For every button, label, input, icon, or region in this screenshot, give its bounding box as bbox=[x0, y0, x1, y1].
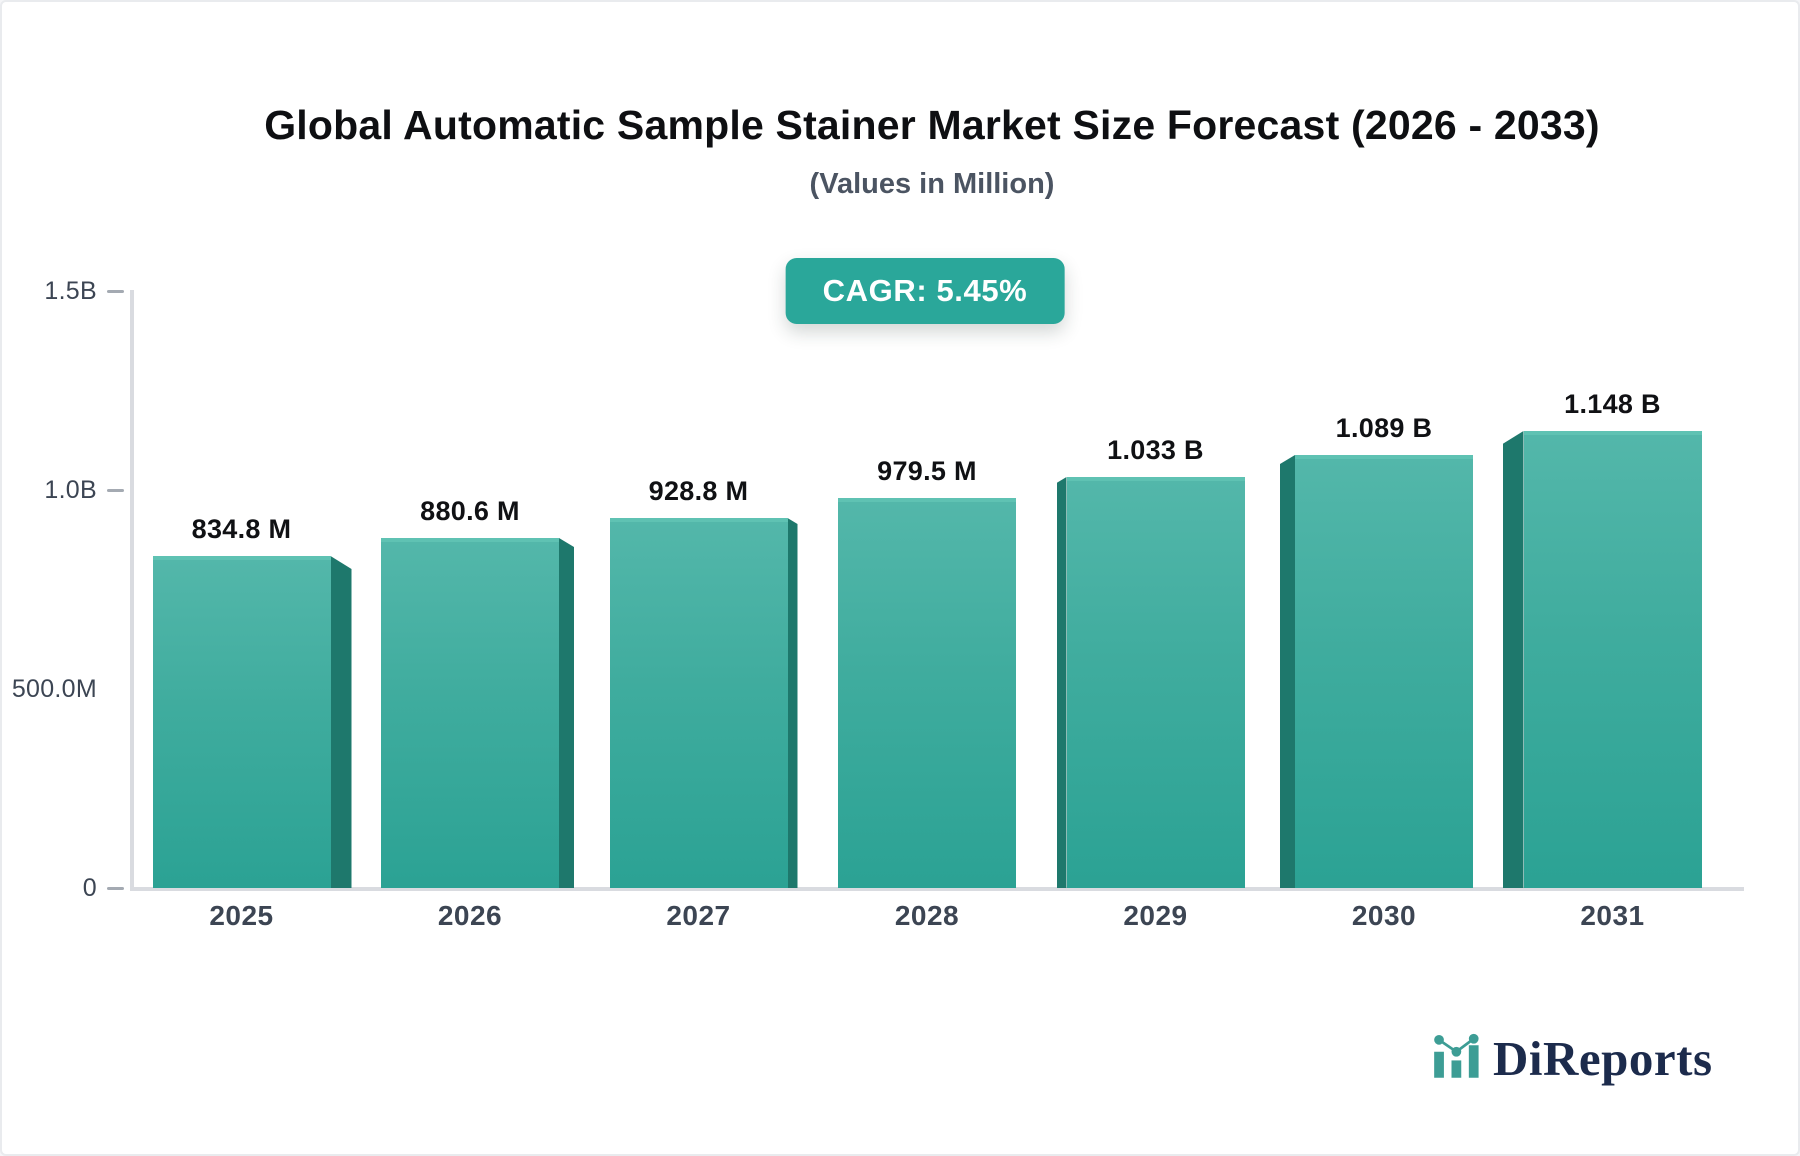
y-tick-dash bbox=[107, 886, 124, 890]
x-axis-label: 2029 bbox=[1123, 900, 1188, 931]
bar-face bbox=[1295, 455, 1473, 888]
bar-face bbox=[381, 538, 559, 888]
x-axis-label: 2031 bbox=[1580, 900, 1645, 931]
y-tick-label: 1.5B bbox=[44, 276, 97, 305]
chart-subtitle: (Values in Million) bbox=[809, 168, 1055, 200]
y-axis-line bbox=[130, 290, 134, 891]
x-axis-label: 2025 bbox=[209, 900, 274, 931]
bar-value-label: 1.089 B bbox=[1335, 413, 1433, 443]
chart-title: Global Automatic Sample Stainer Market S… bbox=[264, 102, 1600, 148]
bar-side bbox=[1280, 455, 1295, 888]
bar-value-label: 1.148 B bbox=[1564, 389, 1661, 419]
y-tick-label: 0 bbox=[82, 873, 97, 902]
x-axis-line bbox=[130, 887, 1744, 891]
bar-face bbox=[1066, 477, 1245, 888]
cagr-badge: CAGR: 5.45% bbox=[785, 258, 1065, 324]
x-axis-label: 2028 bbox=[894, 900, 960, 931]
brand-logo: DiReports bbox=[1432, 1030, 1713, 1086]
x-axis-label: 2027 bbox=[666, 900, 731, 931]
y-tick-dash bbox=[107, 289, 124, 293]
x-axis-label: 2030 bbox=[1351, 900, 1417, 931]
y-tick-1.5B: 1.5B bbox=[2, 277, 124, 305]
y-tick-label: 500.0M bbox=[11, 674, 97, 703]
bar-side bbox=[1502, 431, 1524, 888]
bar-face bbox=[152, 556, 331, 888]
bar-side bbox=[559, 538, 574, 888]
brand-name: DiReports bbox=[1493, 1030, 1713, 1086]
bar-side bbox=[330, 556, 352, 888]
bar-face bbox=[838, 498, 1016, 888]
bar-value-label: 979.5 M bbox=[877, 456, 977, 486]
bar-value-label: 880.6 M bbox=[420, 496, 520, 526]
bar-value-label: 834.8 M bbox=[191, 514, 292, 544]
bar-value-label: 928.8 M bbox=[648, 476, 749, 506]
bar-side bbox=[1056, 477, 1067, 888]
y-tick-0: 0 bbox=[2, 874, 124, 902]
bar-face bbox=[609, 518, 788, 888]
bar-chart-logo-icon bbox=[1434, 1033, 1479, 1078]
bar-side bbox=[787, 518, 798, 888]
y-tick-500.0M: 500.0M bbox=[2, 675, 124, 703]
y-tick-dash bbox=[107, 488, 124, 492]
bar-face bbox=[1523, 431, 1702, 888]
y-tick-label: 1.0B bbox=[44, 475, 97, 504]
x-axis-label: 2026 bbox=[437, 900, 503, 931]
bar-value-label: 1.033 B bbox=[1107, 435, 1204, 465]
y-tick-1.0B: 1.0B bbox=[2, 476, 124, 504]
